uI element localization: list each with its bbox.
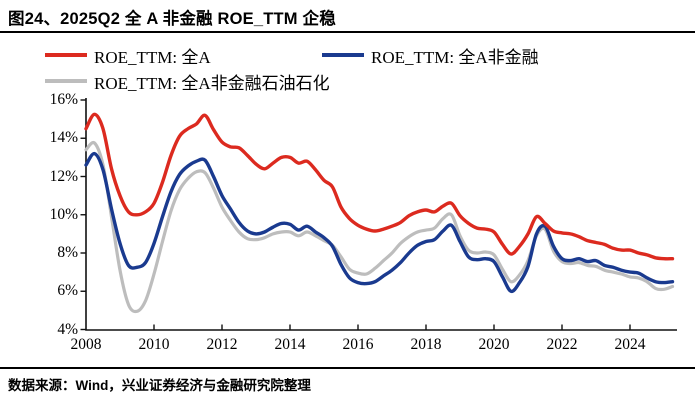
y-tick-label: 4% (57, 320, 78, 338)
legend-swatch-all-a-nonfinancial-ex-petro (45, 79, 87, 83)
figure-title: 图24、2025Q2 全 A 非金融 ROE_TTM 企稳 (8, 10, 336, 28)
axis-lines (85, 98, 677, 331)
series-line-all-a-nonfinancial-ex-petro (84, 140, 675, 314)
x-tick-label: 2008 (70, 336, 102, 353)
x-tick-label: 2016 (342, 336, 374, 353)
legend-label-all-a: ROE_TTM: 全A (94, 47, 211, 67)
y-tick-label: 6% (57, 282, 78, 300)
x-tick-label: 2024 (614, 336, 646, 353)
y-tick-label: 10% (49, 205, 78, 223)
x-tick-label: 2012 (206, 336, 238, 353)
y-tick-label: 16% (49, 91, 78, 108)
x-tick-label: 2022 (546, 336, 578, 353)
x-tick-label: 2014 (274, 336, 306, 353)
legend-item-all-a: ROE_TTM: 全A (45, 44, 211, 67)
legend-label-all-a-nonfinancial-ex-petro: ROE_TTM: 全A非金融石油石化 (94, 73, 330, 93)
title-divider (0, 31, 695, 33)
legend-item-all-a-nonfinancial: ROE_TTM: 全A非金融 (322, 44, 539, 67)
y-tick-label: 8% (57, 244, 78, 261)
legend-swatch-all-a-nonfinancial (322, 53, 364, 57)
series-line-all-a-nonfinancial (84, 151, 675, 294)
x-tick-label: 2010 (138, 336, 170, 353)
series-line-all-a (84, 112, 675, 261)
legend-swatch-all-a (45, 53, 87, 57)
source-note: 数据来源：Wind，兴业证券经济与金融研究院整理 (8, 378, 311, 393)
source-divider (0, 367, 695, 369)
x-tick-label: 2018 (410, 336, 442, 353)
y-tick-label: 14% (49, 129, 78, 147)
legend-item-all-a-nonfinancial-ex-petro: ROE_TTM: 全A非金融石油石化 (45, 70, 330, 93)
y-tick-label: 12% (49, 167, 78, 185)
x-tick-label: 2020 (478, 336, 510, 353)
legend-label-all-a-nonfinancial: ROE_TTM: 全A非金融 (371, 47, 539, 67)
